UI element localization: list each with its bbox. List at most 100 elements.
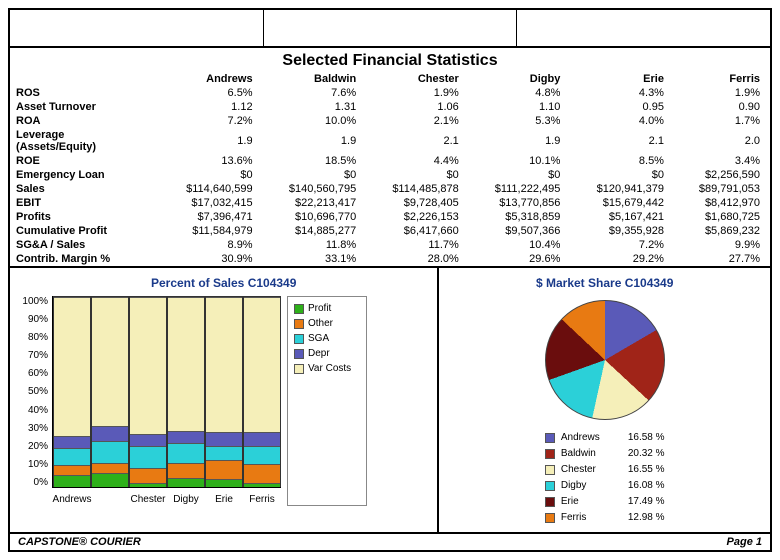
bar-segment: [54, 448, 90, 465]
col-h: Erie: [570, 72, 674, 86]
legend-value: 20.32 %: [628, 446, 665, 462]
legend-label: SGA: [308, 331, 329, 346]
cell: $0: [469, 168, 571, 182]
cell: 10.1%: [469, 154, 571, 168]
cell: 6.5%: [160, 86, 263, 100]
cell: 11.7%: [366, 238, 469, 252]
bar-column: Erie: [205, 296, 243, 487]
cell: 1.9: [469, 128, 571, 154]
table-row: Emergency Loan$0$0$0$0$0$2,256,590: [10, 168, 770, 182]
cell: 10.0%: [263, 114, 367, 128]
bar-x-label: Chester: [130, 494, 165, 505]
row-label: Leverage(Assets/Equity): [10, 128, 160, 154]
cell: 1.10: [469, 100, 571, 114]
cell: 2.1: [570, 128, 674, 154]
cell: $17,032,415: [160, 196, 263, 210]
bar-segment: [54, 297, 90, 436]
cell: $114,640,599: [160, 182, 263, 196]
y-tick-label: 0%: [18, 477, 48, 488]
pie-legend: Andrews16.58 %Baldwin20.32 %Chester 16.55…: [545, 430, 665, 526]
y-tick-label: 60%: [18, 368, 48, 379]
legend-swatch: [545, 497, 555, 507]
cell: 10.4%: [469, 238, 571, 252]
bar-segment: [168, 431, 204, 443]
bar-chart-title: Percent of Sales C104349: [14, 276, 433, 290]
legend-label: Ferris: [561, 510, 616, 526]
cell: $89,791,053: [674, 182, 770, 196]
cell: $1,680,725: [674, 210, 770, 224]
row-label: ROE: [10, 154, 160, 168]
cell: 1.9%: [366, 86, 469, 100]
bar-segment: [92, 297, 128, 426]
cell: 0.90: [674, 100, 770, 114]
cell: 1.06: [366, 100, 469, 114]
cell: 1.12: [160, 100, 263, 114]
cell: $2,226,153: [366, 210, 469, 224]
share-legend-item: Baldwin20.32 %: [545, 446, 665, 462]
bar-x-label: Ferris: [249, 494, 275, 505]
cell: 7.2%: [570, 238, 674, 252]
legend-label: Profit: [308, 301, 331, 316]
row-label: SG&A / Sales: [10, 238, 160, 252]
bar-x-label: Digby: [173, 494, 199, 505]
cell: 11.8%: [263, 238, 367, 252]
pie-graphic: [545, 300, 665, 420]
legend-item: Var Costs: [294, 361, 360, 376]
cell: 7.6%: [263, 86, 367, 100]
cell: $10,696,770: [263, 210, 367, 224]
cell: $5,869,232: [674, 224, 770, 238]
legend-swatch: [294, 304, 304, 314]
row-label: Sales: [10, 182, 160, 196]
cell: 0.95: [570, 100, 674, 114]
share-legend-item: Chester 16.55 %: [545, 462, 665, 478]
bar-segment: [206, 432, 242, 447]
table-row: Asset Turnover1.121.311.061.100.950.90: [10, 100, 770, 114]
y-axis: 0%10%20%30%40%50%60%70%80%90%100%: [14, 296, 52, 506]
bar-segment: [168, 297, 204, 431]
footer-right: Page 1: [727, 536, 762, 548]
cell: $9,355,928: [570, 224, 674, 238]
bar-segment: [206, 460, 242, 479]
row-label: ROA: [10, 114, 160, 128]
bar-legend: ProfitOtherSGADeprVar Costs: [287, 296, 367, 506]
share-legend-item: Ferris12.98 %: [545, 510, 665, 526]
col-h: Chester: [366, 72, 469, 86]
cell: 2.0: [674, 128, 770, 154]
cell: 13.6%: [160, 154, 263, 168]
legend-item: Depr: [294, 346, 360, 361]
col-h: Andrews: [160, 72, 263, 86]
table-row: Profits$7,396,471$10,696,770$2,226,153$5…: [10, 210, 770, 224]
cell: 7.2%: [160, 114, 263, 128]
share-legend-item: Andrews16.58 %: [545, 430, 665, 446]
bar-segment: [92, 441, 128, 463]
market-share-chart: $ Market Share C104349 Andrews16.58 %Bal…: [439, 268, 770, 532]
cell: 8.9%: [160, 238, 263, 252]
cell: 3.4%: [674, 154, 770, 168]
y-tick-label: 70%: [18, 350, 48, 361]
legend-label: Andrews: [561, 430, 616, 446]
legend-swatch: [545, 449, 555, 459]
cell: 28.0%: [366, 252, 469, 266]
cell: $0: [570, 168, 674, 182]
cell: $120,941,379: [570, 182, 674, 196]
legend-swatch: [294, 364, 304, 374]
y-tick-label: 100%: [18, 296, 48, 307]
col-h: Digby: [469, 72, 571, 86]
cell: $6,417,660: [366, 224, 469, 238]
footer: CAPSTONE® COURIER Page 1: [10, 532, 770, 550]
cell: $5,167,421: [570, 210, 674, 224]
y-tick-label: 50%: [18, 386, 48, 397]
bar-column: Digby: [167, 296, 205, 487]
cell: 29.6%: [469, 252, 571, 266]
legend-value: 17.49 %: [628, 494, 665, 510]
legend-label: Chester: [561, 462, 616, 478]
cell: 2.1%: [366, 114, 469, 128]
row-label: Cumulative Profit: [10, 224, 160, 238]
cell: $22,213,417: [263, 196, 367, 210]
legend-label: Erie: [561, 494, 616, 510]
legend-value: 16.55 %: [628, 462, 665, 478]
bar-segment: [92, 463, 128, 473]
cell: 1.9: [160, 128, 263, 154]
y-tick-label: 20%: [18, 441, 48, 452]
bar-segment: [54, 475, 90, 487]
